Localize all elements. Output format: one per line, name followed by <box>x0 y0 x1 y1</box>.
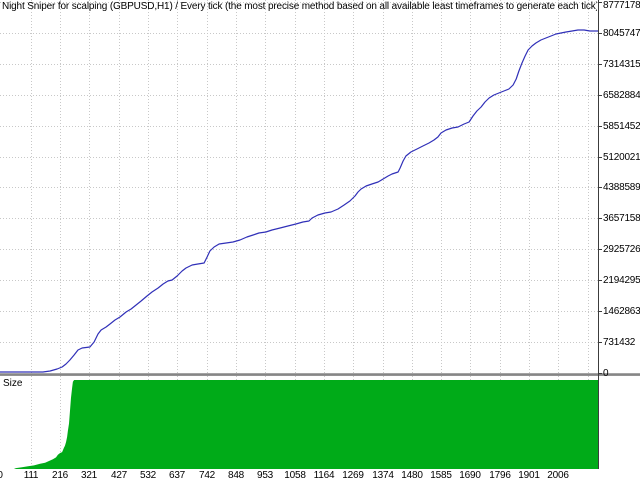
y-tick-mark <box>598 249 602 250</box>
y-axis-line <box>598 0 599 469</box>
x-axis-label: 1796 <box>489 470 511 481</box>
x-axis-label: 1480 <box>401 470 423 481</box>
y-axis-label: 4388589 <box>603 182 640 193</box>
y-axis-label: 0 <box>603 368 609 379</box>
balance-chart-svg <box>0 0 598 373</box>
y-axis-label: 2925726 <box>603 244 640 255</box>
x-axis-label: 1058 <box>284 470 306 481</box>
balance-curve <box>0 29 598 373</box>
x-axis-label: 1901 <box>518 470 540 481</box>
y-tick-mark <box>598 187 602 188</box>
size-panel: Size <box>0 376 598 469</box>
y-axis-label: 731432 <box>603 337 636 348</box>
y-tick-mark <box>598 218 602 219</box>
panel-separator <box>0 373 640 376</box>
y-tick-mark <box>598 373 602 374</box>
size-panel-label: Size <box>3 378 23 389</box>
y-tick-mark <box>598 126 602 127</box>
size-histogram <box>13 380 598 469</box>
x-axis-label: 2006 <box>547 470 569 481</box>
x-axis-label: 427 <box>110 470 128 481</box>
y-axis-label: 5851452 <box>603 121 640 132</box>
x-axis-label: 0 <box>0 470 3 481</box>
y-axis-label: 1462863 <box>603 306 640 317</box>
x-axis-label: 532 <box>139 470 157 481</box>
size-histogram-svg <box>13 376 598 469</box>
y-tick-mark <box>598 342 602 343</box>
x-axis-label: 1269 <box>342 470 364 481</box>
chart-title: Night Sniper for scalping (GBPUSD,H1) / … <box>2 1 597 12</box>
balance-chart-area: Night Sniper for scalping (GBPUSD,H1) / … <box>0 0 598 373</box>
y-axis-label: 8777178 <box>603 0 640 11</box>
x-axis-label: 1374 <box>372 470 394 481</box>
x-axis-label: 321 <box>80 470 98 481</box>
y-tick-mark <box>598 280 602 281</box>
x-axis-label: 1585 <box>430 470 452 481</box>
y-axis-label: 5120021 <box>603 152 640 163</box>
y-tick-mark <box>598 33 602 34</box>
y-tick-mark <box>598 95 602 96</box>
x-axis-label: 953 <box>256 470 274 481</box>
x-axis-label: 216 <box>51 470 69 481</box>
x-axis-label: 742 <box>198 470 216 481</box>
y-tick-mark <box>598 311 602 312</box>
x-axis-label: 1690 <box>459 470 481 481</box>
y-axis-label: 6582884 <box>603 90 640 101</box>
y-tick-mark <box>598 157 602 158</box>
y-axis-label: 7314315 <box>603 59 640 70</box>
x-axis-label: 848 <box>227 470 245 481</box>
x-axis-label: 111 <box>23 470 39 481</box>
y-tick-mark <box>598 64 602 65</box>
y-axis-label: 8045747 <box>603 28 640 39</box>
y-axis-label: 3657158 <box>603 213 640 224</box>
y-tick-mark <box>598 2 602 3</box>
y-axis-label: 2194295 <box>603 275 640 286</box>
x-axis-label: 637 <box>168 470 186 481</box>
x-axis-label: 1164 <box>313 470 335 481</box>
